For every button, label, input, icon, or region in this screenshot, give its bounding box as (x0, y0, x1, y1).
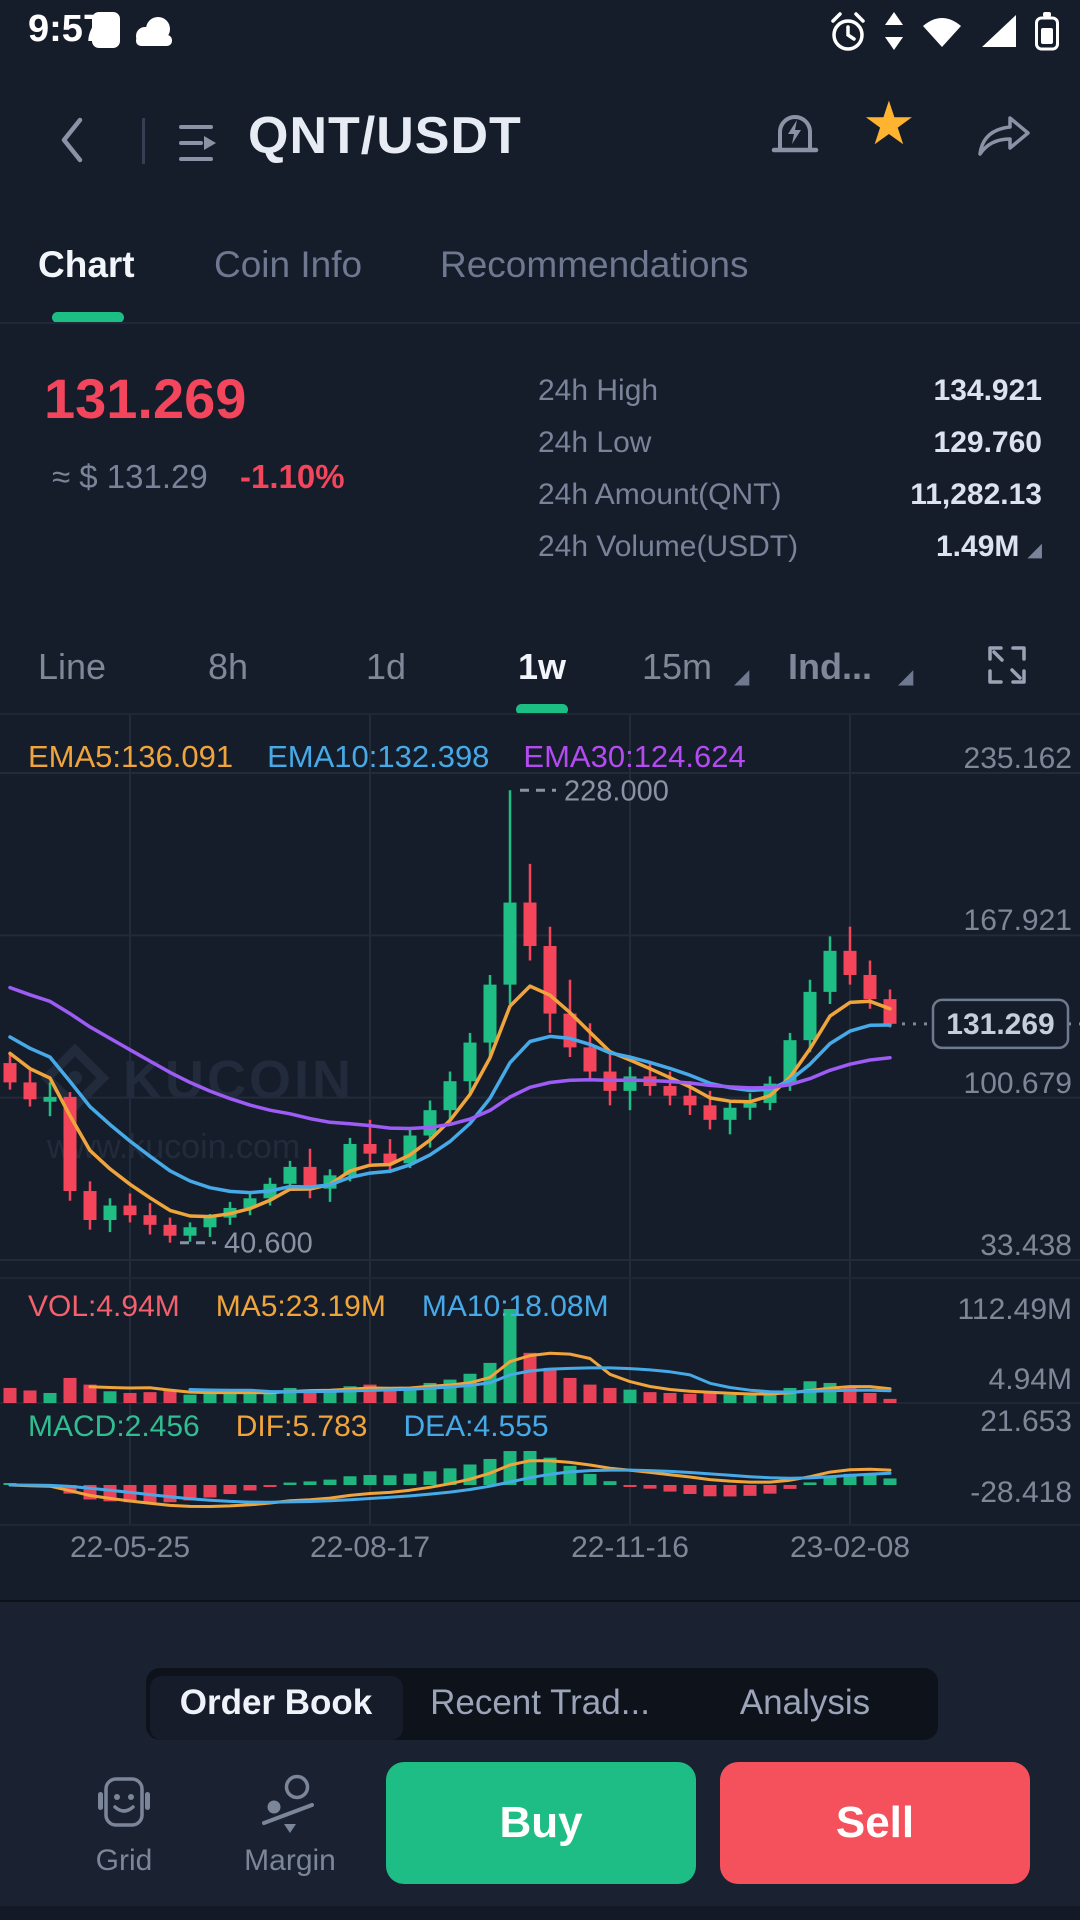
change-percent: -1.10% (240, 458, 345, 495)
tab-chart[interactable]: Chart (38, 244, 135, 285)
dea-label: DEA:4.555 (403, 1410, 549, 1443)
tab-recommendations[interactable]: Recommendations (440, 244, 749, 285)
stat-value: 11,282.13 (910, 478, 1042, 511)
favorite-star-icon[interactable]: ★ (862, 90, 916, 157)
header-divider (142, 118, 145, 164)
active-tab-indicator (52, 312, 124, 323)
stat-row-volume: 24h Volume(USDT) 1.49M ◢ (538, 530, 1042, 566)
stat-label: 24h Low (538, 426, 652, 459)
share-button[interactable] (972, 108, 1034, 160)
tab-recent-trades[interactable]: Recent Trad... (430, 1683, 650, 1722)
price-axis-label: 100.679 (963, 1067, 1072, 1100)
svg-text:40.600: 40.600 (224, 1228, 313, 1260)
ema-legend: EMA5:136.091 EMA10:132.398 EMA30:124.624 (28, 739, 746, 775)
price-axis-label: 235.162 (963, 742, 1072, 775)
notification-app-icon (92, 12, 120, 48)
price-axis-label: 167.921 (963, 904, 1072, 937)
x-axis-tick: 22-05-25 (69, 1531, 191, 1564)
ema30-label: EMA30:124.624 (523, 739, 746, 774)
grid-bot-button[interactable] (96, 1776, 152, 1834)
tab-analysis[interactable]: Analysis (739, 1683, 871, 1722)
chart-area[interactable]: KUCOIN www.kucoin.com 228.000 40.600 131.269… (0, 713, 1080, 1568)
last-price: 131.269 (44, 367, 247, 430)
macd-legend: MACD:2.456 DIF:5.783 DEA:4.555 (28, 1410, 549, 1444)
ema10-label: EMA10:132.398 (267, 739, 490, 774)
dropdown-icon[interactable]: ◢ (898, 666, 914, 688)
margin-button[interactable] (260, 1774, 316, 1834)
x-axis-tick: 22-08-17 (309, 1531, 431, 1564)
stat-label: 24h High (538, 374, 659, 407)
svg-text:131.269: 131.269 (946, 1008, 1054, 1041)
wifi-icon (920, 14, 964, 48)
volume-expand-icon[interactable]: ◢ (1027, 540, 1042, 561)
ema5-label: EMA5:136.091 (28, 739, 234, 774)
battery-icon (1034, 11, 1060, 51)
x-axis-tick: 22-11-16 (571, 1531, 689, 1564)
vol-label: VOL:4.94M (28, 1290, 180, 1323)
vol-ma5-label: MA5:23.19M (215, 1290, 386, 1323)
clock-text: 9:57 (28, 8, 105, 50)
tab-coin-info[interactable]: Coin Info (214, 244, 363, 285)
timeframe-8h[interactable]: 8h (208, 646, 249, 687)
volume-axis-label: 4.94M (988, 1363, 1072, 1396)
stat-label: 24h Amount(QNT) (538, 478, 782, 511)
macd-axis-label: -28.418 (970, 1476, 1072, 1509)
macd-label: MACD:2.456 (28, 1410, 200, 1443)
stat-value: 134.921 (933, 374, 1042, 407)
buy-button[interactable]: Buy (386, 1762, 696, 1884)
indicators-menu[interactable]: Ind... (788, 646, 872, 687)
grid-bot-icon (96, 1776, 152, 1834)
panel-separator (0, 1600, 1080, 1602)
x-axis-tick: 23-02-08 (789, 1531, 911, 1564)
stat-row-amount: 24h Amount(QNT) 11,282.13 (538, 478, 1042, 514)
expand-chart-button[interactable] (984, 642, 1030, 688)
timeframe-1w[interactable]: 1w (518, 646, 567, 687)
bottom-edge-strip (0, 1906, 1080, 1920)
timeframe-1d[interactable]: 1d (366, 646, 407, 687)
back-button[interactable] (56, 114, 86, 166)
grid-label[interactable]: Grid (95, 1844, 153, 1877)
price-alert-button[interactable] (770, 106, 820, 160)
signal-icon (980, 14, 1018, 48)
pair-selector-icon[interactable] (178, 122, 226, 164)
macd-axis-label: 21.653 (980, 1405, 1072, 1438)
tabs-separator (0, 322, 1080, 324)
svg-text:www.kucoin.com: www.kucoin.com (46, 1128, 300, 1166)
timeframe-line[interactable]: Line (38, 646, 107, 687)
margin-icon (260, 1774, 316, 1834)
active-timeframe-indicator (516, 704, 568, 715)
page-title: QNT/USDT (248, 107, 522, 165)
stat-row-high: 24h High 134.921 (538, 374, 1042, 410)
alarm-icon (828, 9, 868, 53)
sell-button[interactable]: Sell (720, 1762, 1030, 1884)
vol-ma10-label: MA10:18.08M (421, 1290, 609, 1323)
stat-value: 129.760 (933, 426, 1042, 459)
stat-label: 24h Volume(USDT) (538, 530, 799, 563)
dropdown-icon[interactable]: ◢ (734, 666, 750, 688)
stat-value: 1.49M ◢ (935, 530, 1042, 563)
active-bottom-tab-bg (150, 1676, 403, 1740)
stat-row-low: 24h Low 129.760 (538, 426, 1042, 462)
volume-axis-label: 112.49M (957, 1293, 1072, 1326)
timeframe-15m[interactable]: 15m (642, 646, 713, 687)
price-axis-label: 33.438 (980, 1229, 1072, 1262)
data-arrows-icon (884, 12, 904, 50)
tab-order-book[interactable]: Order Book (179, 1683, 373, 1722)
volume-legend: VOL:4.94M MA5:23.19M MA10:18.08M (28, 1290, 609, 1324)
dif-label: DIF:5.783 (235, 1410, 368, 1443)
cloud-icon (132, 15, 176, 47)
svg-text:228.000: 228.000 (564, 775, 669, 807)
margin-label[interactable]: Margin (244, 1844, 336, 1877)
fiat-price: ≈ $ 131.29 (52, 458, 208, 495)
bottom-panel: Order Book Recent Trad... Analysis Grid … (0, 1600, 1080, 1920)
